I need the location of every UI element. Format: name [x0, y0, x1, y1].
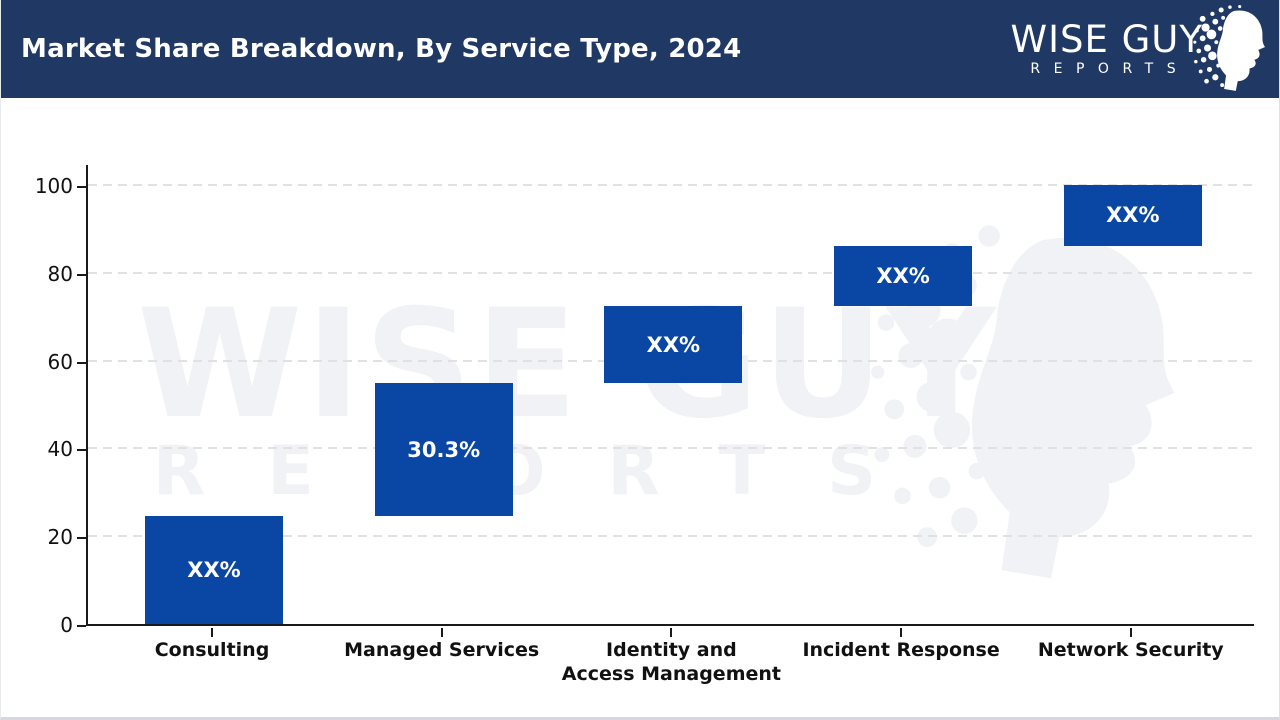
header-bar: Market Share Breakdown, By Service Type,… [1, 0, 1279, 98]
category-label-line: Access Management [561, 662, 781, 685]
bar-value-label-managed-services: 30.3% [407, 437, 481, 462]
ytick-label-0: 0 [60, 613, 73, 637]
plot-area: XX% 30.3% XX% XX% XX% [86, 165, 1254, 626]
category-label-identity-and-access-management: Identity and Access Management [539, 639, 803, 687]
category-label-line: Identity and [606, 639, 737, 661]
ytick-label-100: 100 [34, 174, 73, 198]
category-label-line: Managed Services [344, 639, 540, 661]
ytick-label-80: 80 [47, 261, 73, 286]
xtick-mark-managed-services [440, 628, 443, 637]
chart-title: Market Share Breakdown, By Service Type,… [21, 34, 742, 64]
category-label-network-security: Network Security [999, 639, 1263, 663]
gridline-80 [88, 271, 1254, 274]
category-label-consulting: Consulting [80, 639, 344, 663]
wiseguy-logo: WISE GUY REPORTS [1011, 5, 1267, 93]
wiseguy-logo-text: WISE GUY REPORTS [1011, 21, 1203, 77]
ytick-mark-100 [77, 186, 86, 188]
bar-value-label-incident-response: XX% [876, 263, 930, 288]
ytick-label-40: 40 [47, 437, 73, 462]
category-label-line: Consulting [154, 639, 270, 661]
ytick-mark-80 [77, 273, 86, 276]
ytick-mark-0 [77, 625, 86, 627]
ytick-mark-60 [77, 361, 86, 364]
bar-identity-and-access-management: XX% [604, 305, 743, 384]
logo-subtext: REPORTS [1030, 61, 1190, 77]
bar-managed-services: 30.3% [374, 383, 513, 517]
xtick-mark-network-security [1129, 628, 1132, 637]
category-label-line: Network Security [1037, 639, 1224, 661]
bar-value-label-consulting: XX% [187, 558, 241, 583]
xtick-mark-identity-and-access-management [670, 628, 673, 637]
logo-wordmark: WISE GUY [1010, 18, 1203, 61]
ytick-label-20: 20 [47, 525, 73, 550]
bar-incident-response: XX% [834, 245, 973, 306]
category-label-line: Incident Response [802, 639, 1000, 661]
gridline-40 [88, 447, 1254, 450]
bar-consulting: XX% [145, 516, 283, 624]
bar-value-label-identity-and-access-management: XX% [646, 332, 701, 357]
ytick-label-60: 60 [47, 349, 73, 374]
ytick-mark-20 [77, 537, 86, 540]
xtick-mark-incident-response [900, 628, 903, 637]
ytick-mark-40 [77, 449, 86, 452]
bar-network-security: XX% [1063, 185, 1202, 246]
category-label-managed-services: Managed Services [310, 639, 574, 663]
bar-value-label-network-security: XX% [1106, 203, 1160, 228]
gridline-20 [88, 535, 1254, 538]
watermark-wordmark: WISE GUY [137, 278, 999, 452]
gridline-100 [88, 184, 1254, 186]
category-label-incident-response: Incident Response [769, 639, 1033, 663]
wiseguy-head-icon [1193, 5, 1266, 91]
xtick-mark-consulting [211, 628, 213, 637]
